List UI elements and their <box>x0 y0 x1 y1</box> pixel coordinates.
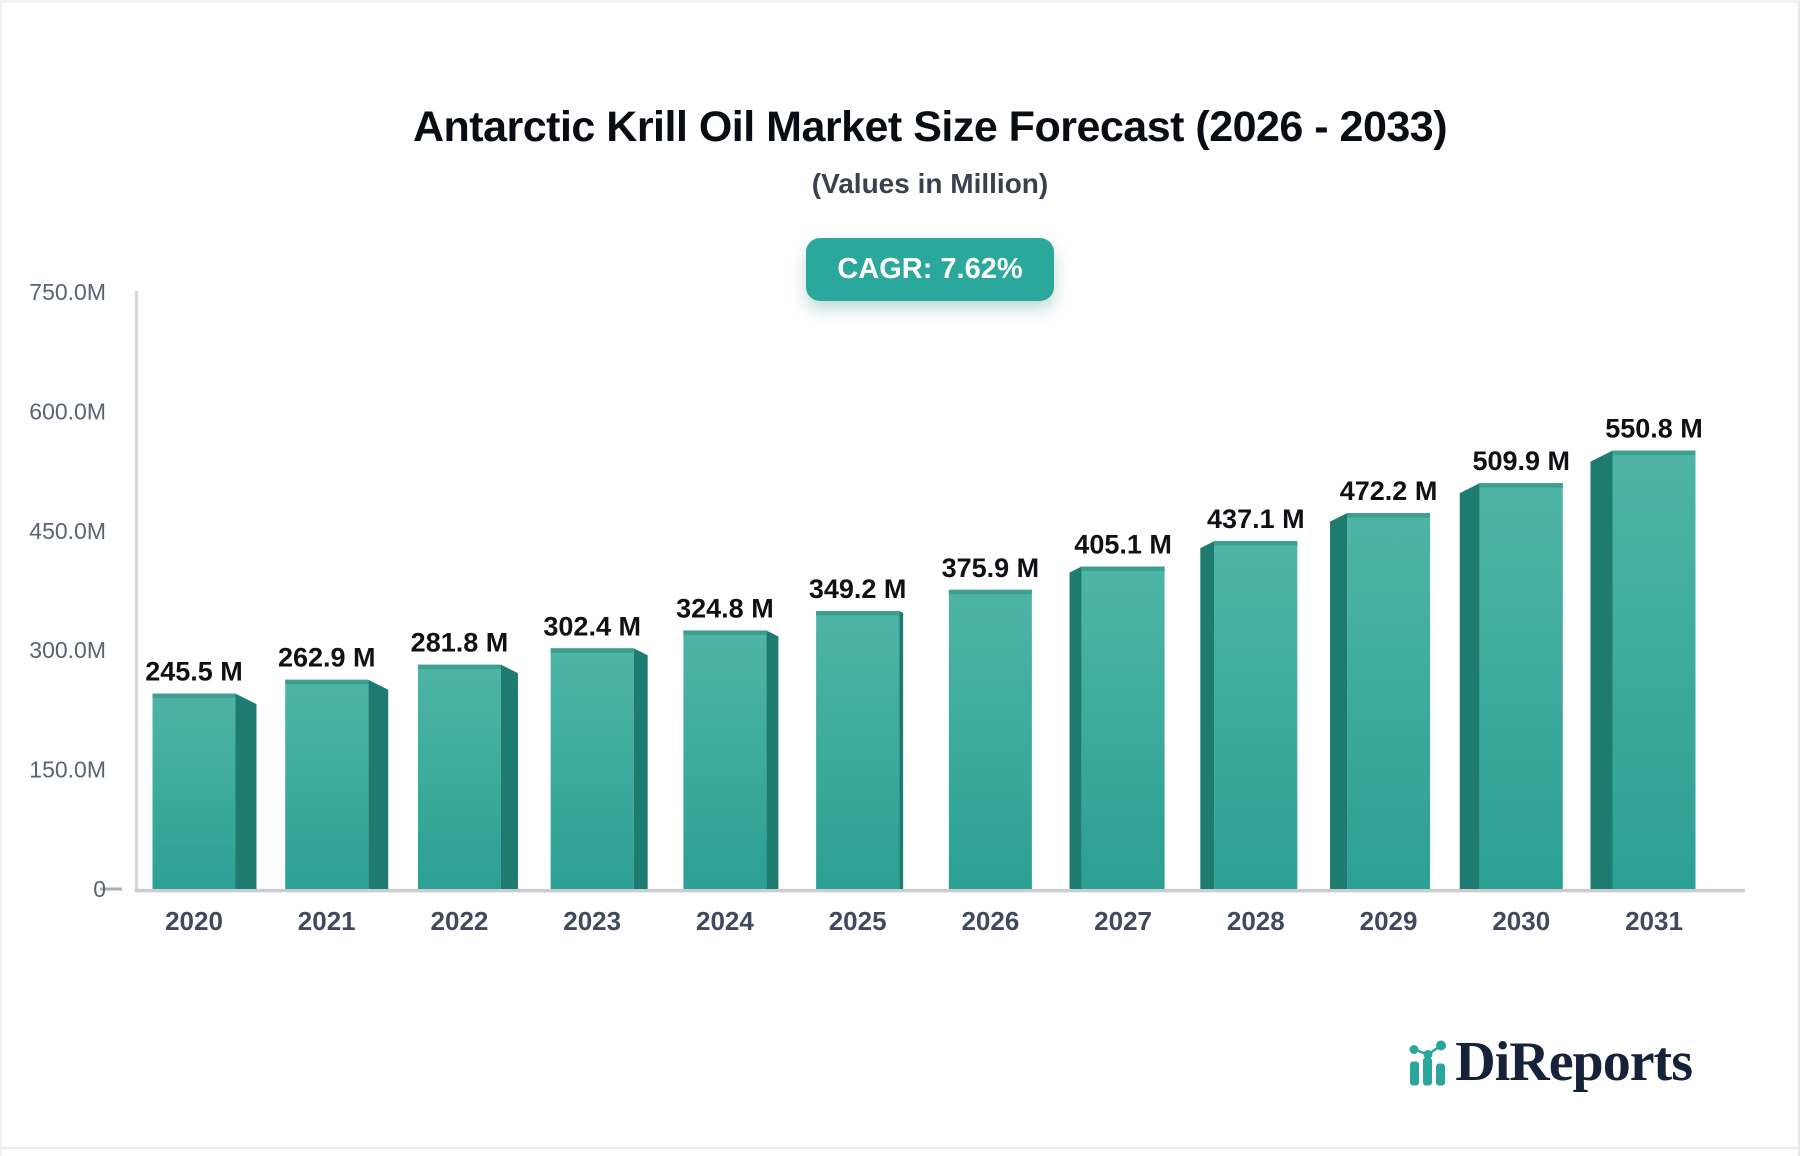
bar-side-face <box>766 630 779 889</box>
x-axis-year-label: 2025 <box>829 906 887 936</box>
y-axis-tick-label: 0 <box>93 876 106 902</box>
bar-top-cap <box>285 679 369 685</box>
bar-top-cap <box>948 589 1032 595</box>
x-axis-year-label: 2020 <box>165 906 223 936</box>
bar-top-cap <box>1612 450 1696 456</box>
bar-2028 <box>1214 541 1298 889</box>
bar-2027 <box>1081 566 1165 889</box>
bar-2031 <box>1612 450 1696 889</box>
y-axis-tick-label: 150.0M <box>29 757 106 783</box>
x-axis-year-label: 2024 <box>696 906 754 936</box>
bar-2029 <box>1347 513 1431 889</box>
bar-2023 <box>550 648 634 889</box>
bar-top-cap <box>1479 483 1563 488</box>
bar-value-label: 550.8 M <box>1605 414 1703 444</box>
bar-value-label: 405.1 M <box>1074 530 1172 560</box>
bar-value-label: 324.8 M <box>676 593 774 623</box>
y-axis-tick-label: 600.0M <box>29 398 106 424</box>
x-axis-year-label: 2029 <box>1360 906 1418 936</box>
bar-2022 <box>417 664 501 889</box>
bar-top-cap <box>816 611 900 616</box>
bar-top-cap <box>1081 566 1165 572</box>
direports-logo: DiReports <box>1408 1030 1693 1093</box>
bar-side-face <box>368 679 389 889</box>
bar-side-face <box>1590 450 1613 889</box>
bar-top-cap <box>1347 513 1431 518</box>
bar-side-face <box>1459 483 1480 889</box>
bar-value-label: 472.2 M <box>1340 476 1438 506</box>
bar-2024 <box>683 630 767 889</box>
x-axis-year-label: 2023 <box>563 906 621 936</box>
bar-value-label: 349.2 M <box>809 574 907 604</box>
bar-top-cap <box>683 630 767 635</box>
x-axis-year-label: 2031 <box>1625 906 1683 936</box>
bar-value-label: 262.9 M <box>278 643 376 673</box>
bar-value-label: 375.9 M <box>942 553 1040 583</box>
bar-2030 <box>1479 483 1563 889</box>
bar-side-face <box>1200 541 1215 889</box>
x-axis-year-label: 2022 <box>431 906 489 936</box>
mini-bar-chart-icon <box>1409 1040 1447 1086</box>
cagr-badge: CAGR: 7.62% <box>806 238 1054 301</box>
bar-side-face <box>633 648 648 889</box>
bar-value-label: 281.8 M <box>411 628 509 658</box>
y-axis-tick-label: 750.0M <box>29 279 106 305</box>
y-axis-tick-label: 300.0M <box>29 637 106 663</box>
x-axis-year-label: 2028 <box>1227 906 1285 936</box>
bar-side-face <box>1330 513 1348 889</box>
bar-top-cap <box>417 664 501 670</box>
bar-side-face <box>1069 566 1082 889</box>
chart-subtitle: (Values in Million) <box>811 168 1049 199</box>
bar-side-face <box>235 693 257 889</box>
x-axis-year-label: 2030 <box>1492 906 1550 936</box>
bar-chart: 0 150.0M 300.0M 450.0M 600.0M 750.0M 245.5 M 20… <box>29 279 1745 936</box>
y-axis-tick-label: 450.0M <box>29 518 106 544</box>
bar-side-face <box>899 611 904 889</box>
chart-title: Antarctic Krill Oil Market Size Forecast… <box>412 103 1448 151</box>
bar-value-label: 302.4 M <box>543 611 641 641</box>
bar-top-cap <box>1214 541 1298 546</box>
x-axis-year-label: 2021 <box>298 906 356 936</box>
logo-text: DiReports <box>1455 1030 1693 1093</box>
bottom-divider <box>2 1147 1798 1149</box>
bar-top-cap <box>152 693 236 699</box>
bar-value-label: 437.1 M <box>1207 504 1305 534</box>
bar-2021 <box>285 679 369 889</box>
bar-value-label: 245.5 M <box>145 657 243 687</box>
x-axis-year-label: 2027 <box>1094 906 1152 936</box>
x-axis-year-label: 2026 <box>961 906 1019 936</box>
chart-header: Antarctic Krill Oil Market Size Forecast… <box>58 3 1798 301</box>
bar-2020 <box>152 693 236 889</box>
bar-side-face <box>500 664 518 889</box>
bar-2025 <box>816 611 900 889</box>
bar-2026 <box>948 589 1032 889</box>
bar-value-label: 509.9 M <box>1472 446 1570 476</box>
bar-top-cap <box>550 648 634 653</box>
